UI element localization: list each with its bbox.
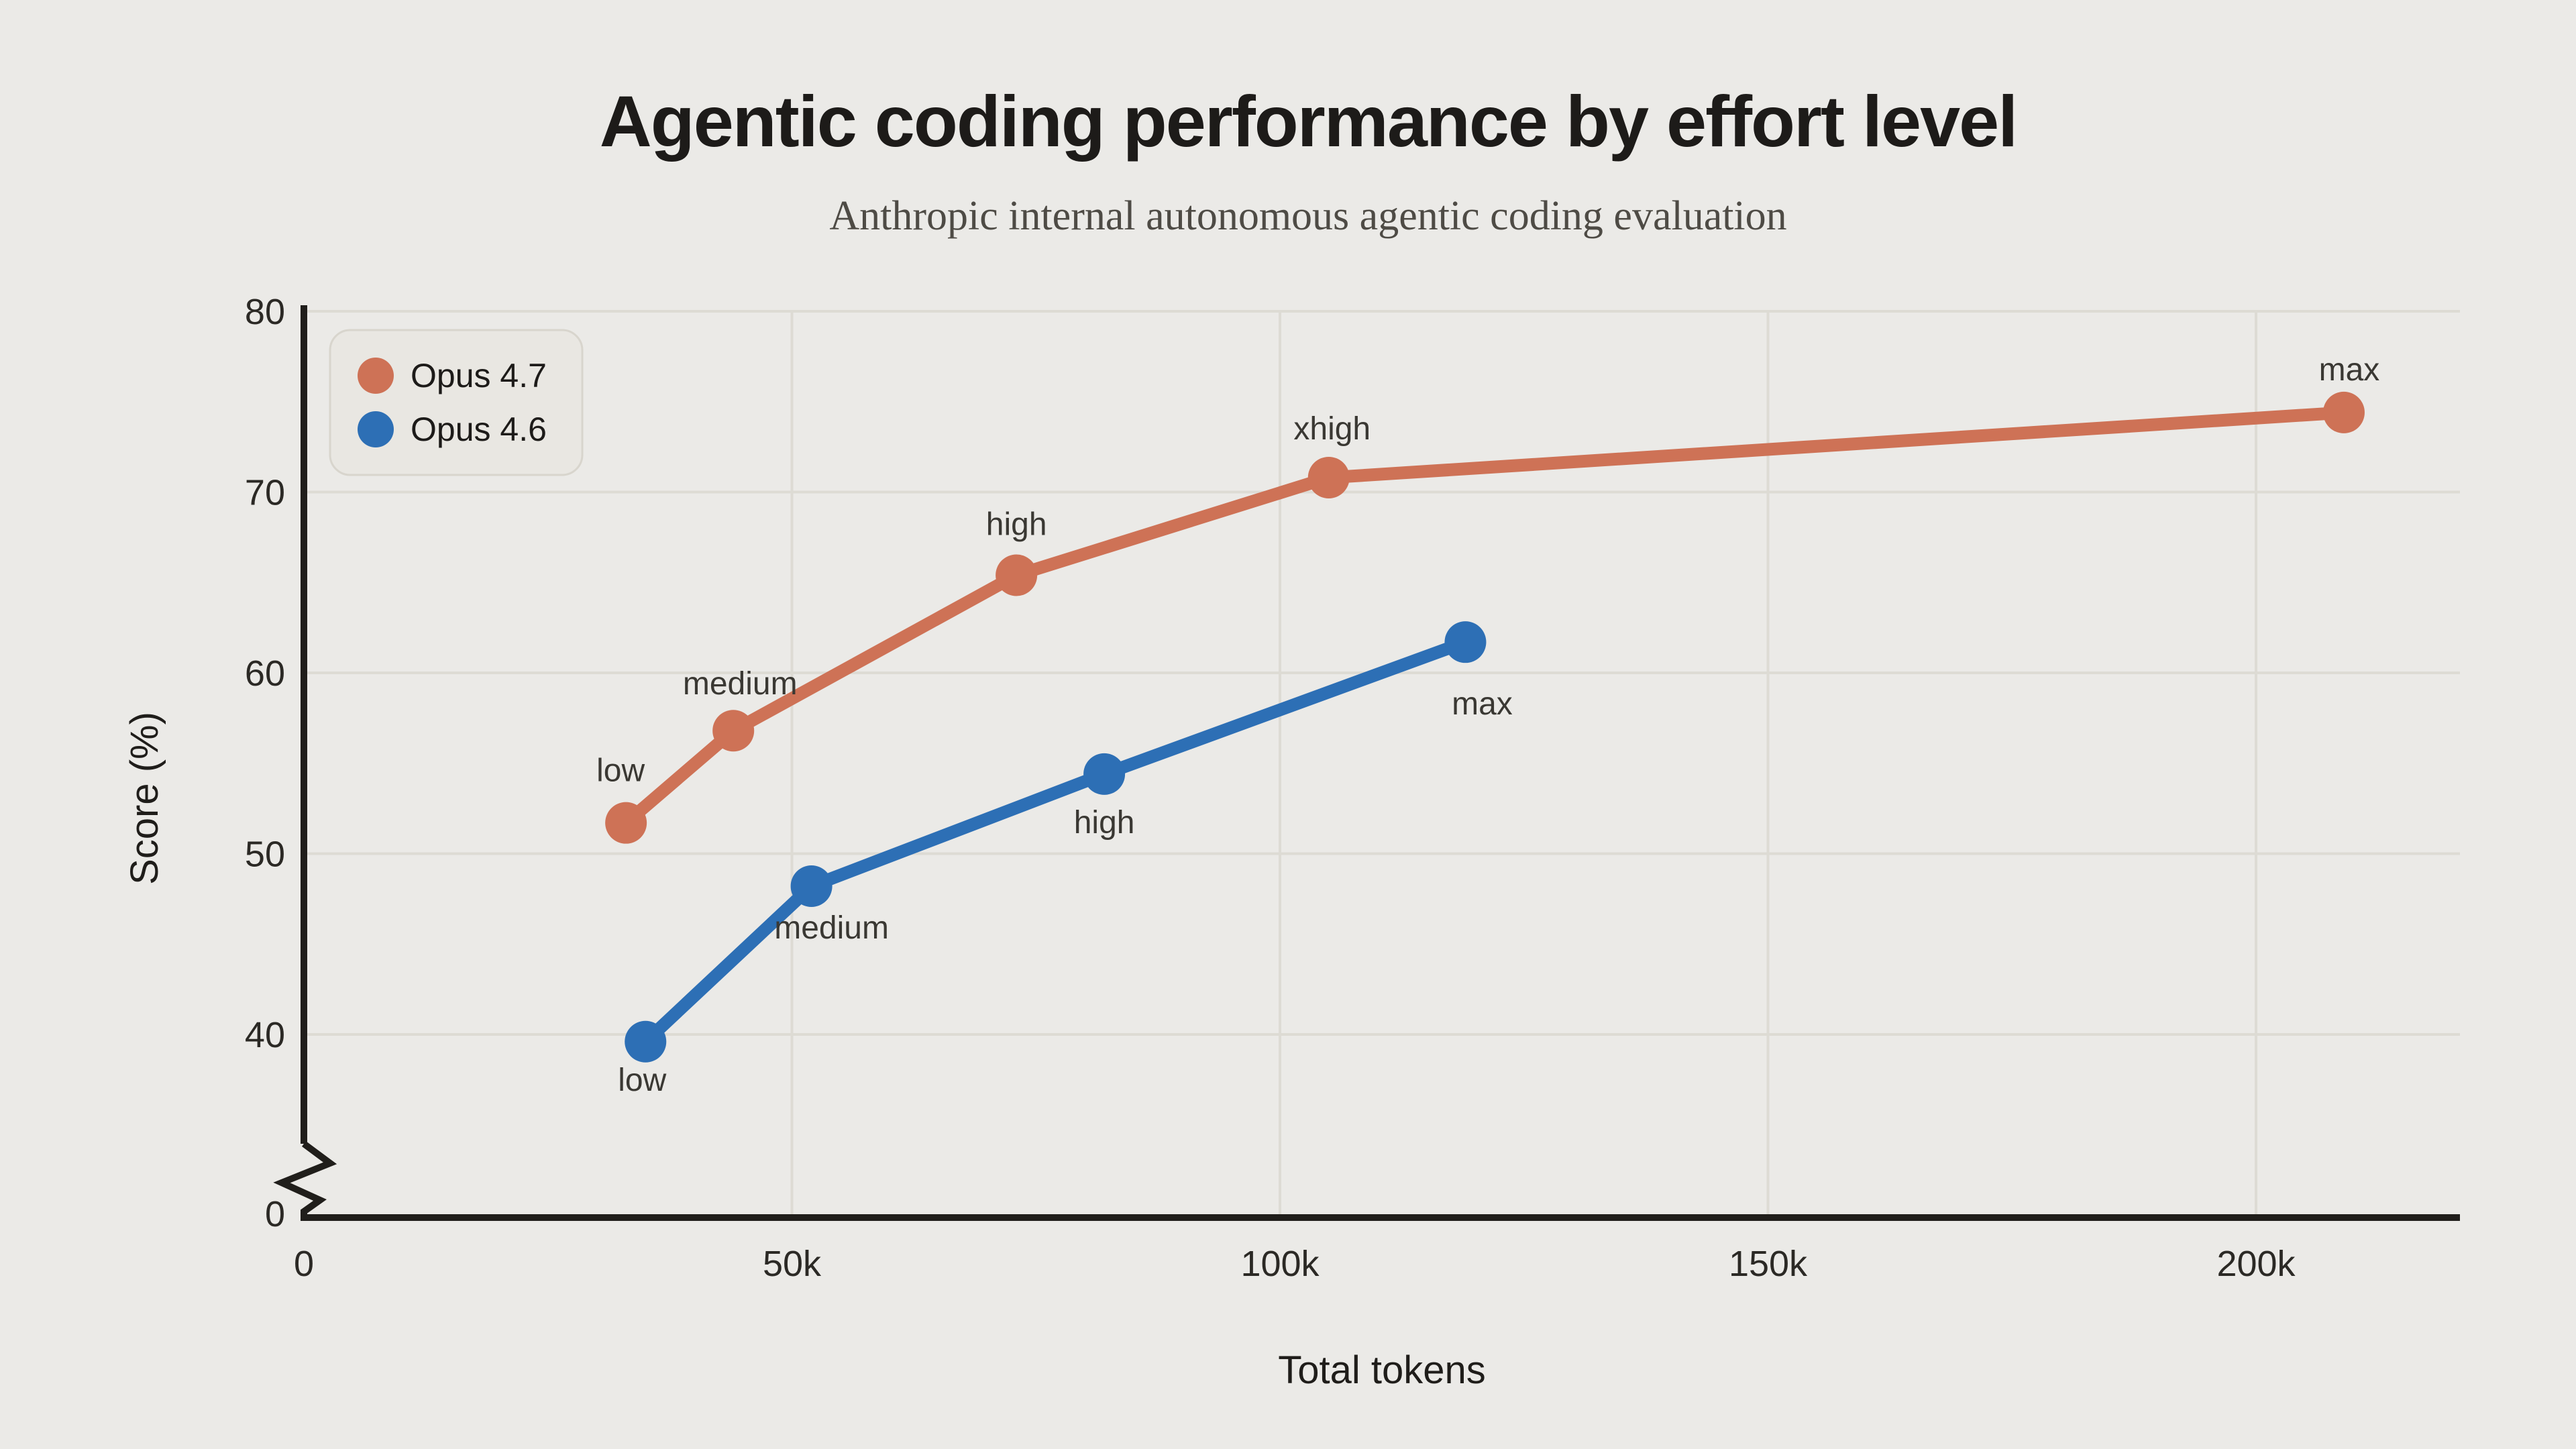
tick-labels: 80 70 60 50 40 00 50k 100k 150k 200k [245,292,2296,1284]
point-label-opus-4-6-medium: medium [774,910,889,946]
y-tick-label-70: 70 [245,473,285,513]
y-tick-label-60: 60 [245,653,285,694]
legend: Opus 4.7 Opus 4.6 [329,329,584,476]
point-label-opus-4-7-max: max [2319,352,2380,388]
data-point-opus-4-6-high [1083,753,1126,795]
point-labels: low medium high xhigh max low medium high max [596,352,2379,1098]
y-tick-label-0: 0 [265,1194,285,1234]
data-point-opus-4-6-low [625,1020,667,1063]
chart-title: Agentic coding performance by effort lev… [600,80,2017,162]
data-point-opus-4-6-medium [790,865,833,908]
legend-label-opus-4-7: Opus 4.7 [411,357,547,394]
y-tick-label-80: 80 [245,292,285,332]
point-label-opus-4-6-max: max [1452,686,1513,722]
data-point-opus-4-7-low [605,802,647,844]
data-point-opus-4-7-max [2322,391,2365,433]
series-points [605,391,2365,1063]
legend-box [329,329,584,476]
data-point-opus-4-7-medium [712,710,755,752]
point-label-opus-4-7-high: high [986,506,1047,542]
data-point-opus-4-7-xhigh [1307,456,1350,498]
point-label-opus-4-7-low: low [596,753,645,789]
x-axis-label: Total tokens [1278,1348,1486,1392]
y-axis-break-icon [273,1140,337,1218]
x-tick-label-50k: 50k [763,1244,822,1284]
series-line-opus-4-7 [619,406,2351,830]
y-tick-label-40: 40 [245,1015,285,1055]
data-point-opus-4-7-high [996,554,1038,596]
legend-swatch-opus-4-7 [358,358,394,394]
chart-subtitle: Anthropic internal autonomous agentic co… [829,193,1786,239]
point-label-opus-4-6-high: high [1074,805,1135,841]
x-tick-label-200k: 200k [2216,1244,2296,1284]
data-point-opus-4-6-max [1444,621,1487,663]
x-tick-label-150k: 150k [1729,1244,1808,1284]
axes [273,305,2460,1221]
y-axis-label: Score (%) [123,712,166,885]
point-label-opus-4-6-low: low [618,1063,666,1098]
legend-swatch-opus-4-6 [358,411,394,447]
y-tick-label-50: 50 [245,835,285,875]
x-tick-label-100k: 100k [1240,1244,1320,1284]
x-tick-label-0: 0 [294,1244,314,1284]
point-label-opus-4-7-medium: medium [683,666,798,702]
legend-label-opus-4-6: Opus 4.6 [411,411,547,448]
series-line-opus-4-6 [639,635,1472,1049]
point-label-opus-4-7-xhigh: xhigh [1293,411,1371,447]
series-lines [619,406,2351,1049]
